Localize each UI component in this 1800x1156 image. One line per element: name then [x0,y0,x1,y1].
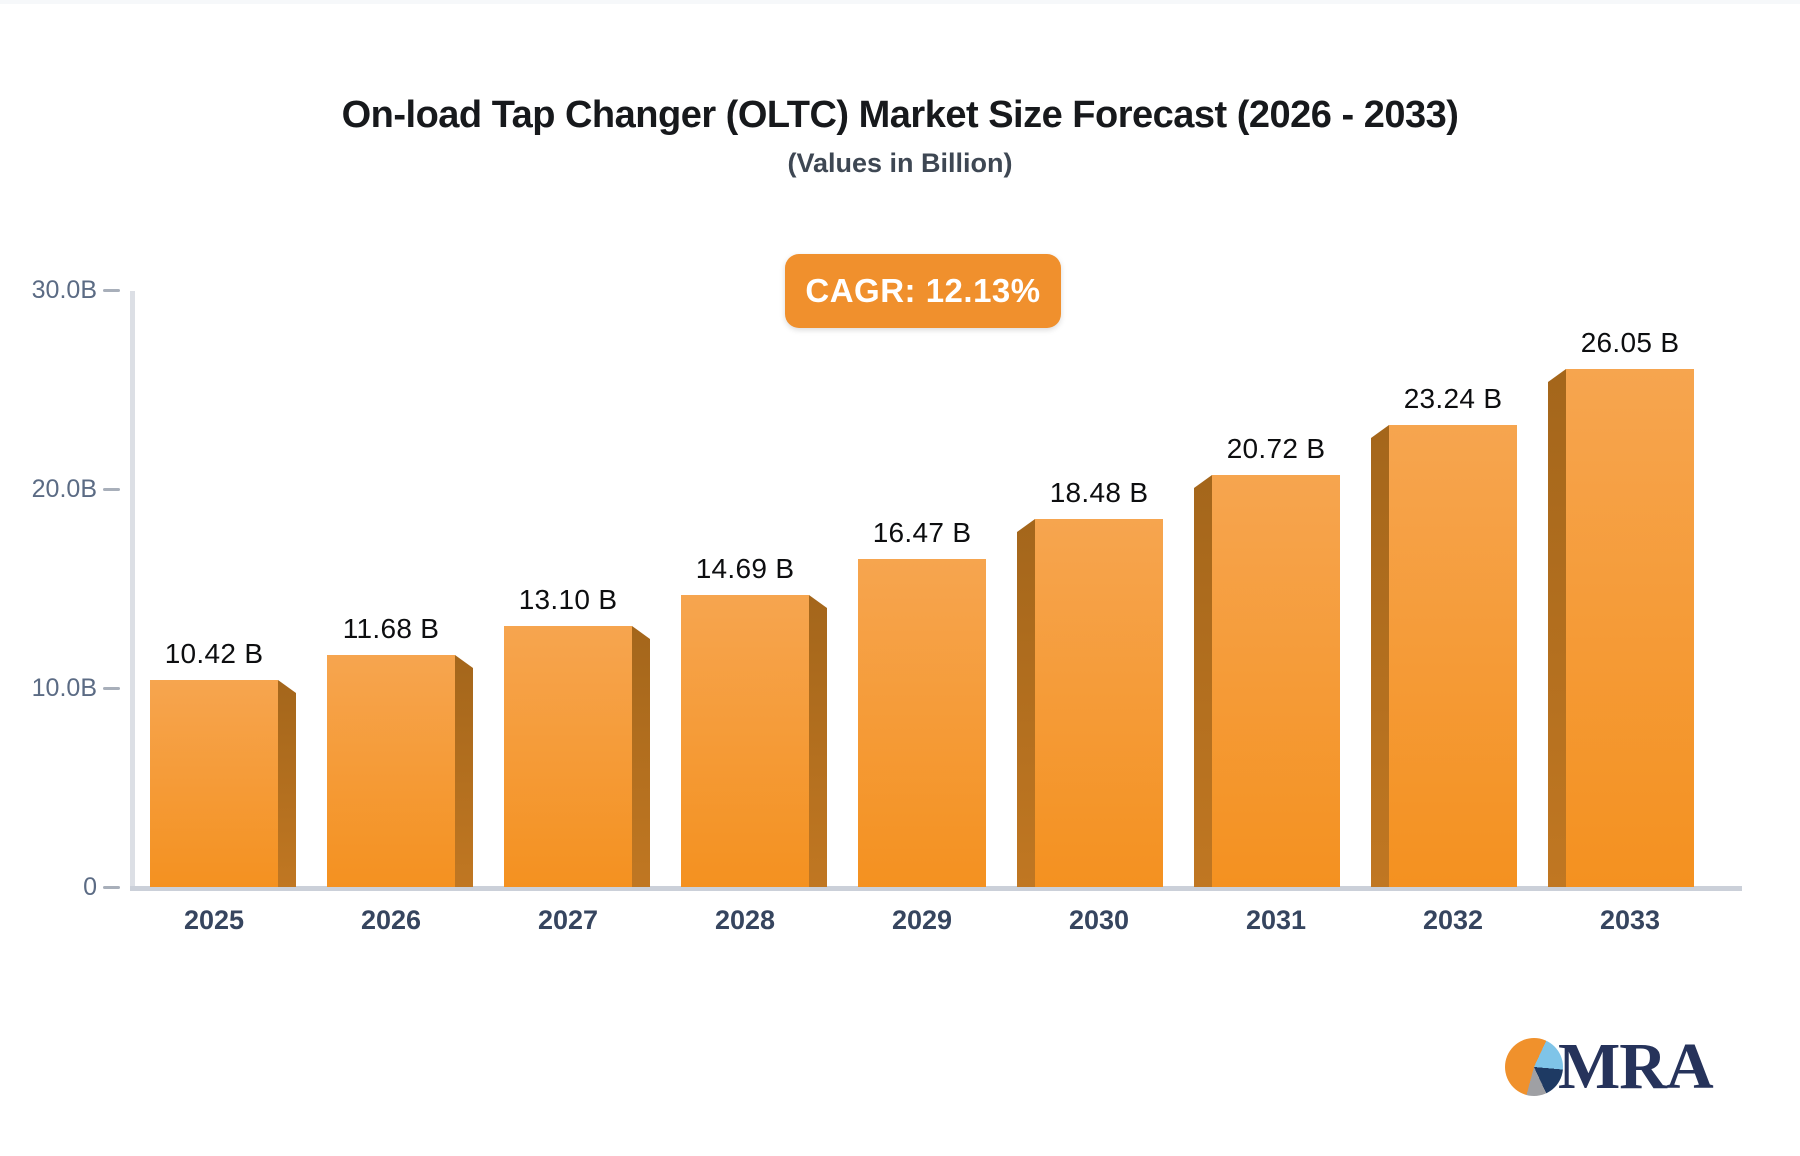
mra-logo: MRA [1505,1030,1714,1103]
bar-value-label: 11.68 B [342,613,440,644]
y-tick-label: 0 [83,873,97,901]
bar-side-face [455,655,473,887]
bar-side-face [1371,425,1389,887]
pie-chart-logo-icon [1505,1038,1563,1096]
x-tick-label: 2025 [183,905,245,935]
bar-2033 [1566,369,1694,887]
x-tick-label: 2033 [1599,905,1661,935]
y-tick-dash [103,488,120,491]
bar-side-face [632,626,650,887]
y-axis-line [130,291,135,888]
chart-subtitle: (Values in Billion) [787,148,1013,178]
bar-2026 [327,655,455,887]
bar-side-face [1548,369,1566,887]
bar-2030 [1035,519,1163,887]
bar-side-face [278,680,296,887]
y-tick-label: 20.0B [31,475,97,503]
bar-value-label: 16.47 B [872,517,972,548]
cagr-badge-label: CAGR: 12.13% [805,272,1041,309]
bar-value-label: 10.42 B [164,638,264,669]
x-tick-label: 2026 [360,905,422,935]
bar-value-label: 13.10 B [518,584,618,615]
chart-title: On-load Tap Changer (OLTC) Market Size F… [341,94,1459,136]
bar-value-label: 23.24 B [1403,383,1503,414]
bar-2027 [504,626,632,887]
top-strip [0,0,1800,4]
logo-text: MRA [1558,1030,1714,1103]
bar-value-label: 26.05 B [1580,327,1680,358]
bar-value-label: 18.48 B [1049,477,1149,508]
bar-2031 [1212,475,1340,887]
bar-side-face [1194,475,1212,887]
bar-value-label: 20.72 B [1226,433,1326,464]
bar-2028 [681,595,809,887]
bar-side-face [809,595,827,887]
y-tick-label: 30.0B [31,276,97,304]
y-tick-label: 10.0B [31,674,97,702]
x-tick-label: 2030 [1068,905,1130,935]
x-tick-label: 2031 [1245,905,1307,935]
bar-2029 [858,559,986,887]
y-tick-dash [103,687,120,690]
x-tick-label: 2027 [537,905,599,935]
bar-2032 [1389,425,1517,887]
bar-value-label: 14.69 B [695,553,795,584]
x-tick-label: 2032 [1422,905,1484,935]
x-axis-baseline [130,886,1742,891]
x-tick-label: 2028 [714,905,776,935]
bar-2025 [150,680,278,887]
y-tick-dash [103,289,120,292]
cagr-badge: CAGR: 12.13% [785,254,1061,328]
x-tick-label: 2029 [891,905,953,935]
bar-side-face [1017,519,1035,887]
y-tick-dash [103,886,120,889]
